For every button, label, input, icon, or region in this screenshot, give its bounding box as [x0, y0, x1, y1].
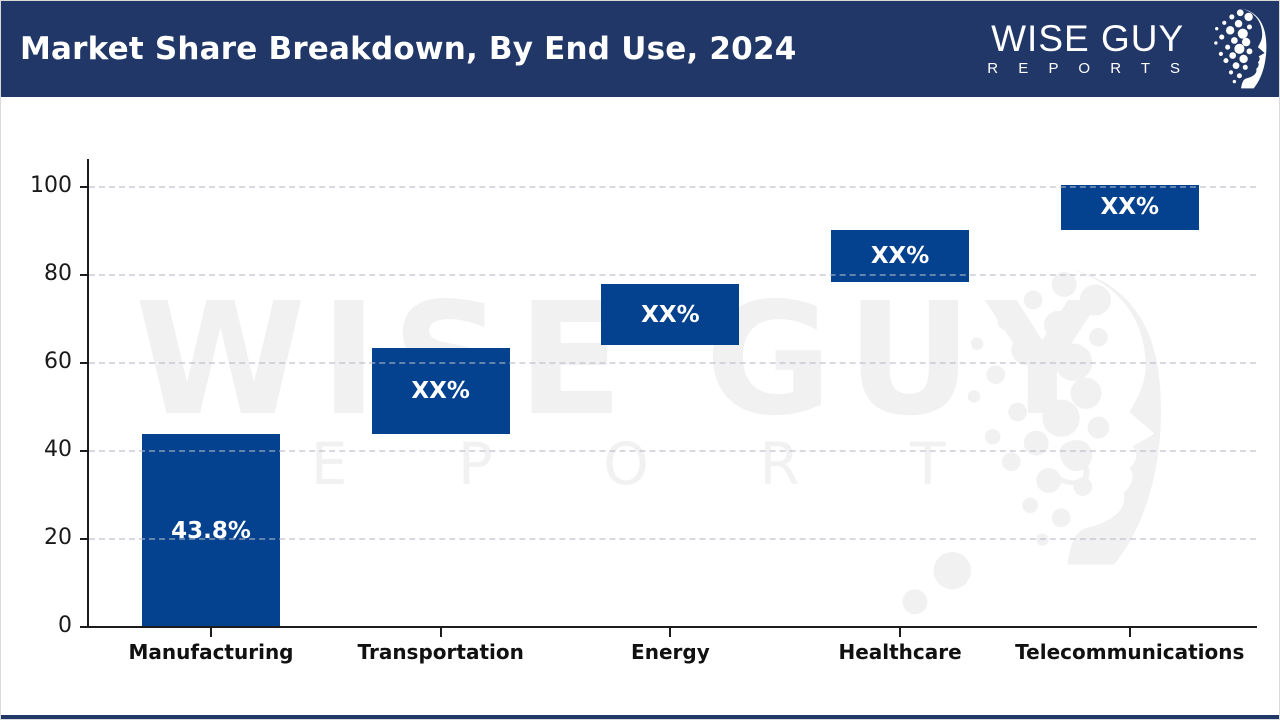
gridline-20	[89, 538, 1256, 540]
gridline-80	[89, 274, 1256, 276]
x-axis-line	[87, 626, 1257, 628]
bar-telecommunications: XX%	[1060, 184, 1199, 230]
brand-logo-text: WISE GUY R E P O R T S	[987, 17, 1188, 78]
header-bar: Market Share Breakdown, By End Use, 2024…	[0, 0, 1280, 97]
x-tick-mark-transportation	[439, 628, 442, 637]
bar-transportation: XX%	[371, 347, 510, 435]
bar-value-label: XX%	[1100, 194, 1160, 221]
bar-manufacturing: 43.8%	[142, 434, 280, 627]
bar-value-label: XX%	[870, 243, 930, 270]
gridline-60	[89, 362, 1256, 364]
y-tick-mark-100	[80, 186, 87, 188]
footer-bar	[0, 715, 1280, 720]
x-tick-mark-energy	[669, 628, 672, 637]
y-tick-label-80: 80	[44, 261, 72, 286]
y-tick-label-40: 40	[44, 437, 72, 462]
gridline-40	[89, 450, 1256, 452]
category-label-transportation: Transportation	[357, 640, 524, 664]
bar-value-label: XX%	[411, 377, 470, 404]
x-tick-mark-telecommunications	[1128, 628, 1131, 637]
category-label-manufacturing: Manufacturing	[128, 640, 294, 664]
x-tick-mark-manufacturing	[210, 628, 212, 637]
x-tick-mark-healthcare	[899, 628, 902, 637]
bar-value-label: XX%	[641, 301, 700, 328]
y-tick-mark-80	[80, 274, 87, 276]
y-tick-label-60: 60	[44, 349, 72, 374]
brand-name: WISE GUY	[991, 17, 1185, 59]
gridline-100	[89, 186, 1256, 188]
y-tick-mark-0	[80, 626, 87, 628]
y-tick-mark-20	[80, 538, 87, 540]
category-label-energy: Energy	[631, 640, 710, 664]
y-tick-mark-60	[80, 362, 87, 364]
head-profile-icon	[1214, 8, 1267, 88]
y-tick-mark-40	[80, 450, 87, 452]
bar-healthcare: XX%	[831, 230, 970, 283]
y-tick-label-0: 0	[58, 613, 72, 638]
page-title: Market Share Breakdown, By End Use, 2024	[20, 30, 797, 67]
watermark-brand-subtitle: R E P O R T S	[160, 430, 1139, 498]
category-label-healthcare: Healthcare	[838, 640, 962, 664]
y-tick-label-20: 20	[44, 525, 72, 550]
brand-logo: WISE GUY R E P O R T S	[987, 8, 1280, 90]
category-label-telecommunications: Telecommunications	[1015, 640, 1245, 664]
y-axis-line	[87, 159, 89, 628]
bar-energy: XX%	[601, 283, 740, 346]
waterfall-chart: WISE GUY R E P O R T S 0 20 40 60 80 100 43.8…	[0, 97, 1280, 715]
y-tick-label-100: 100	[30, 173, 72, 198]
brand-subtitle: R E P O R T S	[987, 60, 1188, 78]
